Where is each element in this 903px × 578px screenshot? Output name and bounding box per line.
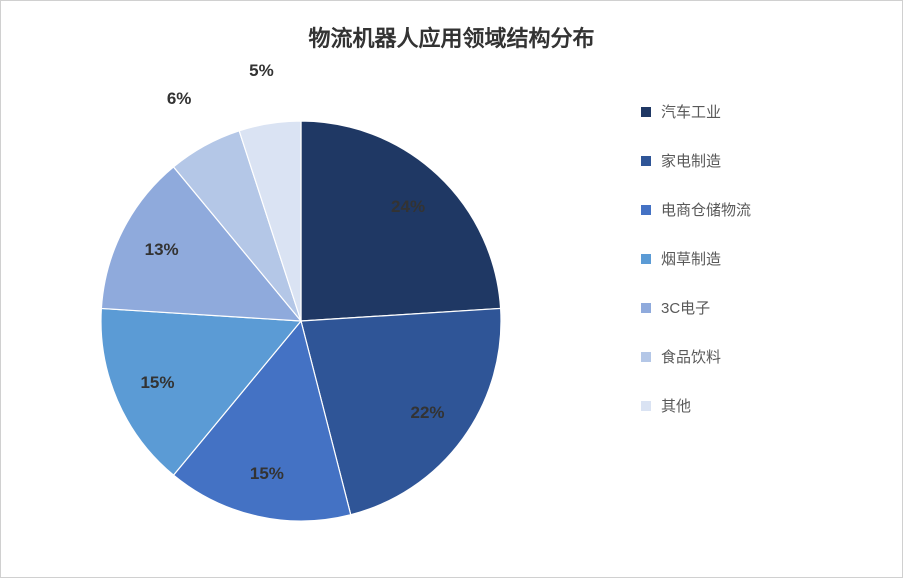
slice-percent-label: 15% [250,464,284,484]
legend-label: 3C电子 [661,297,710,318]
legend-marker [641,352,651,362]
legend-marker [641,254,651,264]
slice-percent-label: 6% [167,89,192,109]
pie-chart: 24%22%15%15%13%6%5% [71,91,531,551]
slice-percent-label: 5% [249,61,274,81]
legend-item: 电商仓储物流 [641,199,751,220]
legend-item: 3C电子 [641,297,751,318]
slice-percent-label: 24% [391,197,425,217]
legend: 汽车工业家电制造电商仓储物流烟草制造 3C电子食品饮料其他 [641,101,751,416]
pie-svg [71,91,531,551]
chart-title: 物流机器人应用领域结构分布 [1,21,902,53]
legend-marker [641,107,651,117]
legend-marker [641,303,651,313]
legend-item: 家电制造 [641,150,751,171]
slice-percent-label: 13% [145,240,179,260]
legend-label: 家电制造 [661,150,721,171]
legend-marker [641,156,651,166]
legend-item: 汽车工业 [641,101,751,122]
legend-label: 食品饮料 [661,346,721,367]
legend-label: 其他 [661,395,691,416]
pie-slice [301,121,501,321]
legend-item: 其他 [641,395,751,416]
legend-item: 烟草制造 [641,248,751,269]
legend-item: 食品饮料 [641,346,751,367]
legend-label: 烟草制造 [661,248,721,269]
legend-label: 汽车工业 [661,101,721,122]
legend-marker [641,401,651,411]
legend-marker [641,205,651,215]
slice-percent-label: 22% [411,403,445,423]
slice-percent-label: 15% [140,373,174,393]
legend-label: 电商仓储物流 [661,199,751,220]
